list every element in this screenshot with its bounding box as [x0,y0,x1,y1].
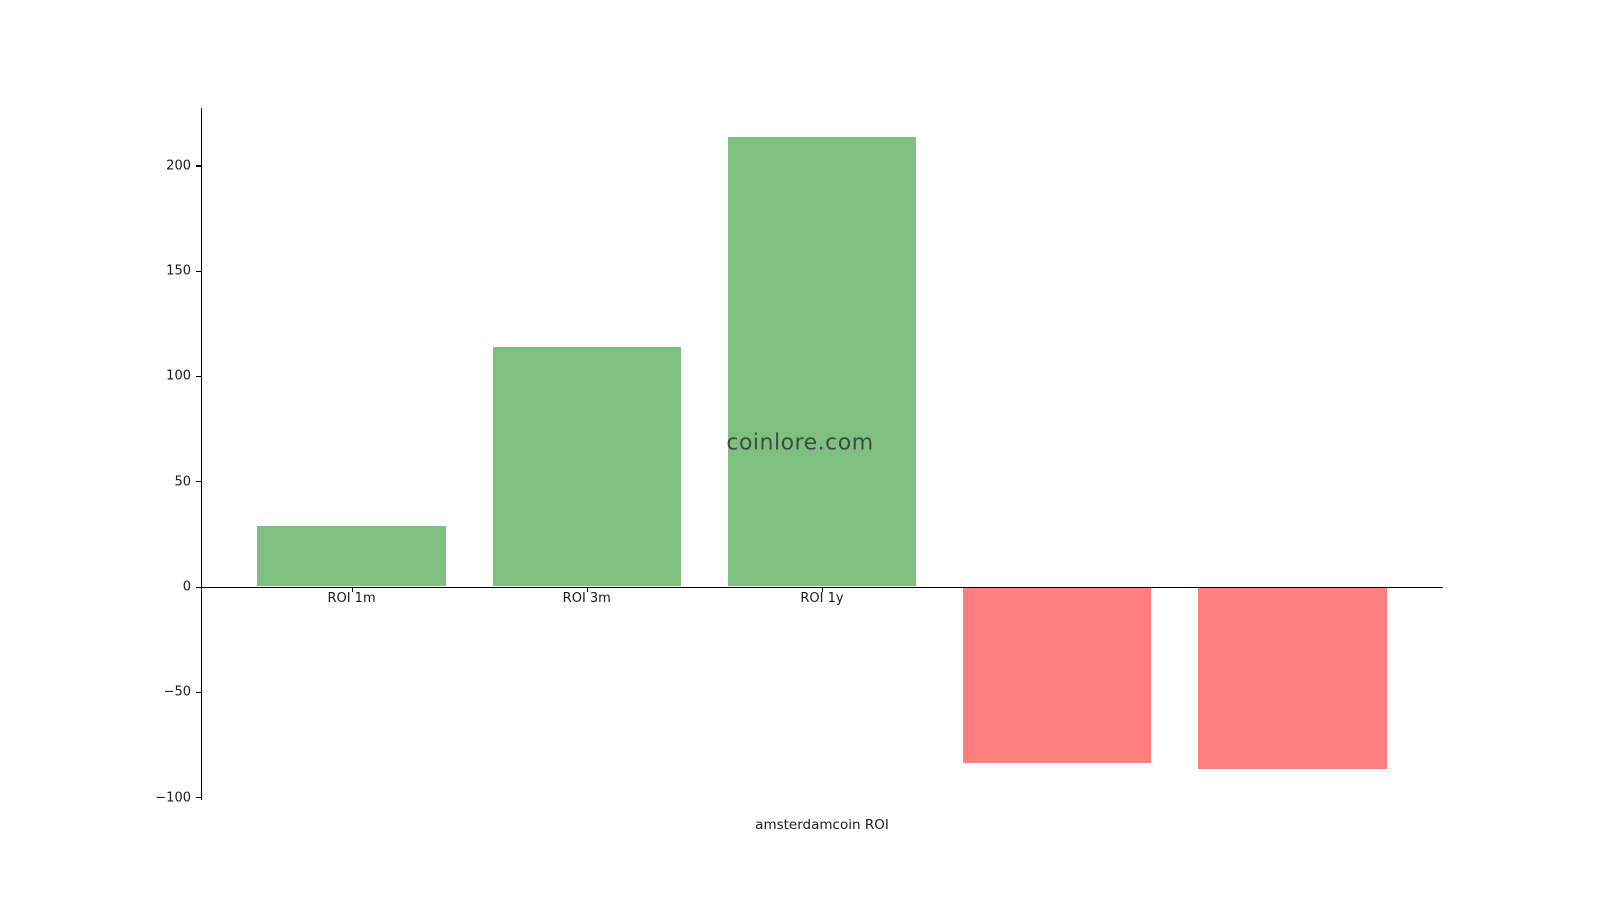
x-tick-label-0: ROI 1m [327,591,376,606]
y-tick-50 [196,481,201,483]
y-tick-200 [196,165,201,167]
y-tick-100 [196,375,201,378]
y-tick-label--100: −100 [155,790,191,806]
y-tick--100 [196,797,201,799]
y-tick-label-0: 0 [182,579,191,595]
y-tick-label-200: 200 [166,158,191,174]
y-tick-150 [196,270,201,272]
bar-roi-3m [492,347,681,587]
y-tick-0 [196,586,201,588]
x-axis-spine [201,586,1443,588]
y-tick--50 [196,691,201,694]
x-axis-title: amsterdamcoin ROI [755,817,889,833]
bar-unlabeled-4 [1198,586,1387,769]
x-tick-1 [586,587,589,593]
bar-roi-1y [727,137,917,587]
x-tick-label-1: ROI 3m [562,591,611,606]
x-tick-0 [351,587,353,593]
y-tick-label-100: 100 [166,368,191,384]
bar-roi-1m [257,526,446,587]
x-tick-2 [822,587,824,593]
y-axis-spine [201,108,203,800]
bar-unlabeled-3 [963,586,1152,764]
watermark: coinlore.com [726,430,874,456]
y-tick-label--50: −50 [163,684,191,700]
x-tick-label-2: ROI 1y [800,591,844,606]
y-tick-label-50: 50 [174,474,191,490]
y-tick-label-150: 150 [166,263,191,279]
